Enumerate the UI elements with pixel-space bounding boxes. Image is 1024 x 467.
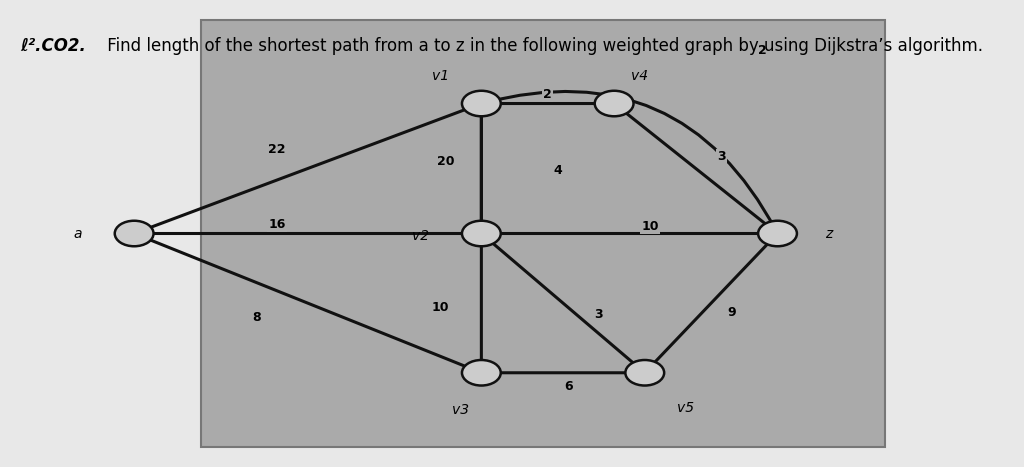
- Text: 4: 4: [554, 164, 562, 177]
- Text: 3: 3: [717, 150, 726, 163]
- Text: z: z: [825, 226, 833, 241]
- Text: v5: v5: [677, 401, 694, 415]
- Text: 2: 2: [544, 88, 552, 101]
- Text: 8: 8: [252, 311, 261, 324]
- Ellipse shape: [462, 91, 501, 116]
- Text: v2: v2: [412, 229, 429, 243]
- Text: a: a: [74, 226, 82, 241]
- Text: 2: 2: [758, 43, 767, 57]
- Text: 10: 10: [432, 301, 450, 314]
- Text: v4: v4: [631, 69, 648, 83]
- FancyBboxPatch shape: [201, 20, 885, 447]
- Text: 10: 10: [641, 220, 658, 233]
- Text: 20: 20: [437, 155, 455, 168]
- Ellipse shape: [462, 360, 501, 386]
- Ellipse shape: [462, 221, 501, 246]
- Ellipse shape: [115, 221, 154, 246]
- Text: 6: 6: [564, 380, 572, 393]
- Text: 22: 22: [268, 143, 286, 156]
- Text: v1: v1: [432, 69, 450, 83]
- Ellipse shape: [595, 91, 634, 116]
- Text: Find length of the shortest path from a to z in the following weighted graph by : Find length of the shortest path from a …: [102, 37, 983, 56]
- Ellipse shape: [758, 221, 797, 246]
- Text: 9: 9: [727, 306, 736, 319]
- Text: v3: v3: [453, 403, 469, 417]
- Ellipse shape: [626, 360, 665, 386]
- Text: ℓ².CO2.: ℓ².CO2.: [20, 37, 86, 56]
- Text: 3: 3: [595, 308, 603, 321]
- Text: 16: 16: [268, 218, 286, 231]
